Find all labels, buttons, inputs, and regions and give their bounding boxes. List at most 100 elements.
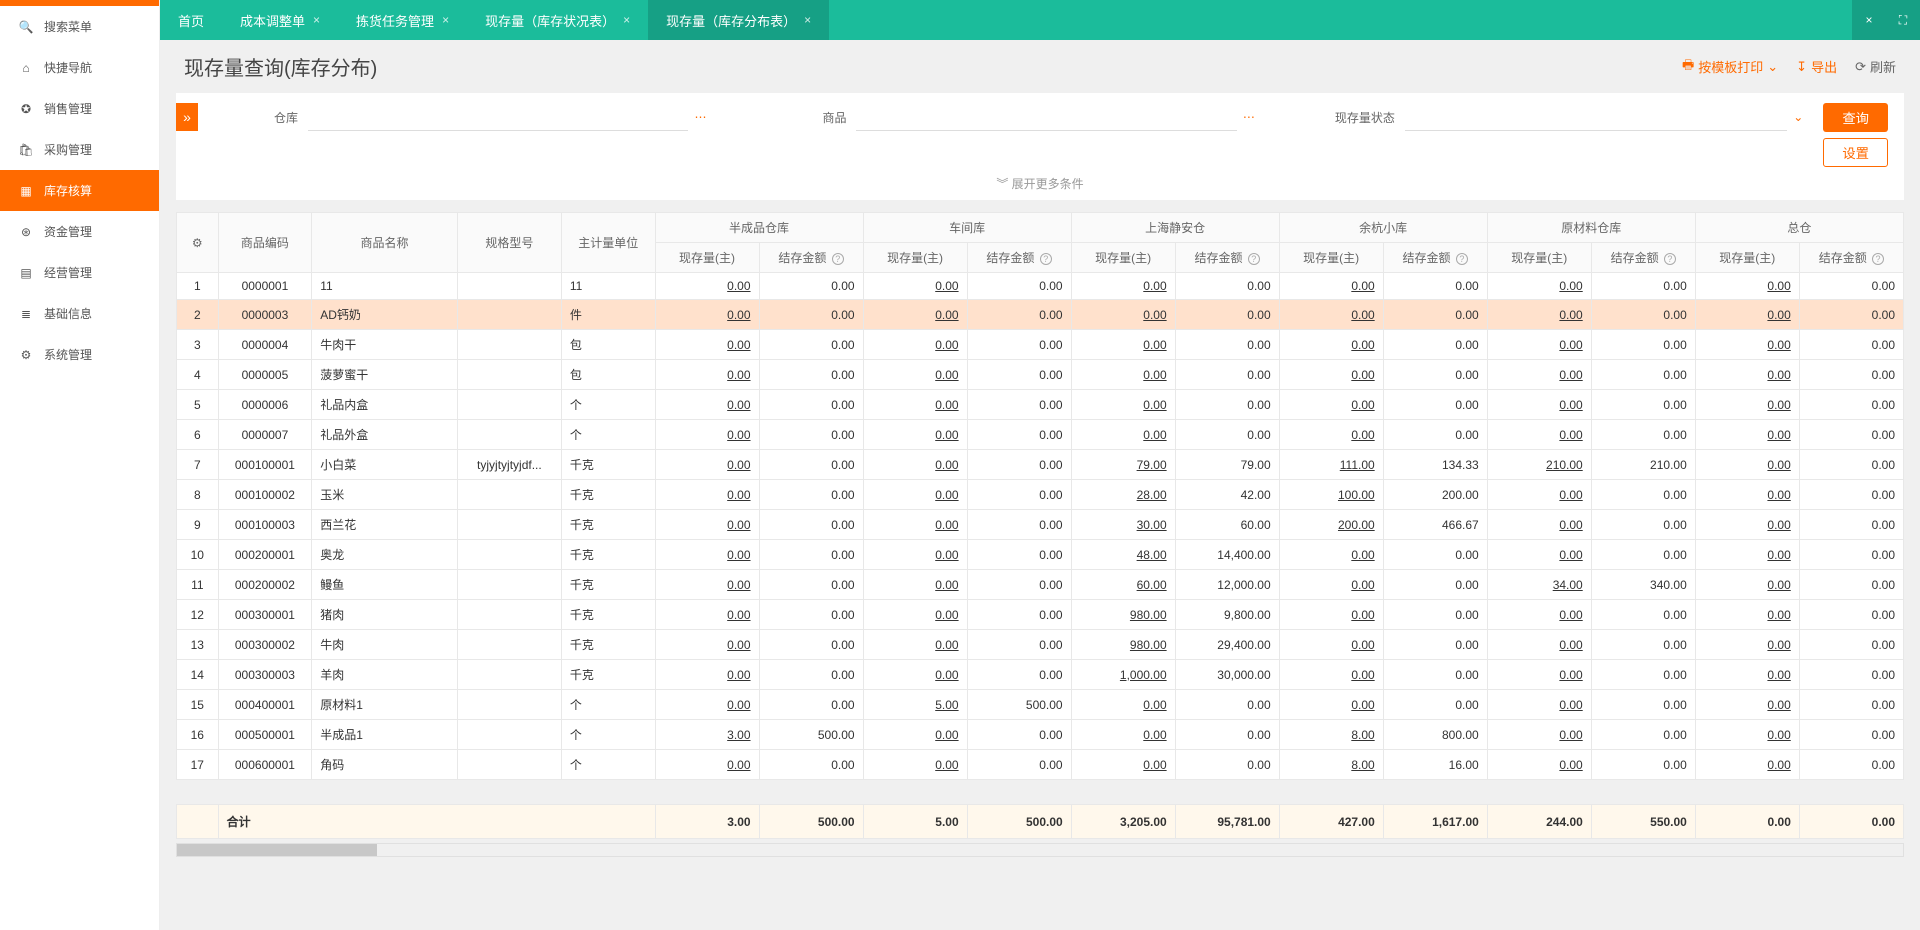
cell-qty[interactable]: 0.00	[863, 600, 967, 630]
cell-qty[interactable]: 0.00	[1695, 300, 1799, 330]
cell-qty[interactable]: 0.00	[1695, 360, 1799, 390]
sidebar-item-gear[interactable]: ⚙系统管理	[0, 334, 159, 375]
cell-qty[interactable]: 0.00	[1071, 360, 1175, 390]
cell-qty[interactable]: 30.00	[1071, 510, 1175, 540]
cell-qty[interactable]: 0.00	[1279, 570, 1383, 600]
cell-qty[interactable]: 0.00	[1071, 390, 1175, 420]
cell-qty[interactable]: 0.00	[863, 720, 967, 750]
tab[interactable]: 首页	[160, 0, 222, 40]
cell-qty[interactable]: 0.00	[655, 420, 759, 450]
product-picker-icon[interactable]: ⋯	[1243, 110, 1255, 124]
cell-qty[interactable]: 0.00	[1487, 720, 1591, 750]
table-row[interactable]: 12000300001猪肉千克0.000.000.000.00980.009,8…	[177, 600, 1904, 630]
cell-qty[interactable]: 0.00	[1071, 720, 1175, 750]
status-input[interactable]	[1405, 103, 1787, 131]
cell-qty[interactable]: 0.00	[655, 480, 759, 510]
table-row[interactable]: 11000200002鳗鱼千克0.000.000.000.0060.0012,0…	[177, 570, 1904, 600]
cell-qty[interactable]: 0.00	[1071, 690, 1175, 720]
cell-qty[interactable]: 48.00	[1071, 540, 1175, 570]
cell-qty[interactable]: 0.00	[1487, 750, 1591, 780]
cell-qty[interactable]: 0.00	[1695, 273, 1799, 300]
cell-qty[interactable]: 0.00	[863, 540, 967, 570]
cell-qty[interactable]: 0.00	[655, 450, 759, 480]
cell-qty[interactable]: 0.00	[863, 273, 967, 300]
cell-qty[interactable]: 60.00	[1071, 570, 1175, 600]
cell-qty[interactable]: 0.00	[1279, 660, 1383, 690]
cell-qty[interactable]: 0.00	[1279, 540, 1383, 570]
sidebar-item-badge[interactable]: ✪销售管理	[0, 88, 159, 129]
cell-qty[interactable]: 980.00	[1071, 630, 1175, 660]
product-input[interactable]	[856, 103, 1236, 131]
cell-qty[interactable]: 100.00	[1279, 480, 1383, 510]
horizontal-scrollbar[interactable]	[176, 843, 1904, 857]
cell-qty[interactable]: 0.00	[1279, 300, 1383, 330]
table-row[interactable]: 8000100002玉米千克0.000.000.000.0028.0042.00…	[177, 480, 1904, 510]
cell-qty[interactable]: 0.00	[1071, 420, 1175, 450]
export-button[interactable]: ↧ 导出	[1796, 57, 1837, 76]
sidebar-item-clipboard[interactable]: ▤经营管理	[0, 252, 159, 293]
cell-qty[interactable]: 34.00	[1487, 570, 1591, 600]
cell-qty[interactable]: 3.00	[655, 720, 759, 750]
cell-qty[interactable]: 0.00	[655, 330, 759, 360]
help-icon[interactable]: ?	[1664, 253, 1676, 265]
close-icon[interactable]: ×	[804, 13, 811, 27]
cell-qty[interactable]: 0.00	[1695, 480, 1799, 510]
cell-qty[interactable]: 0.00	[1695, 720, 1799, 750]
cell-qty[interactable]: 28.00	[1071, 480, 1175, 510]
table-row[interactable]: 7000100001小白菜tyjyjtyjtyjdf...千克0.000.000…	[177, 450, 1904, 480]
cell-qty[interactable]: 0.00	[655, 390, 759, 420]
cell-qty[interactable]: 0.00	[1487, 330, 1591, 360]
help-icon[interactable]: ?	[1248, 253, 1260, 265]
scrollbar-thumb[interactable]	[177, 844, 377, 856]
cell-qty[interactable]: 0.00	[863, 660, 967, 690]
table-row[interactable]: 40000005菠萝蜜干包0.000.000.000.000.000.000.0…	[177, 360, 1904, 390]
table-row[interactable]: 16000500001半成品1个3.00500.000.000.000.000.…	[177, 720, 1904, 750]
expand-filters-button[interactable]: ︾ 展开更多条件	[176, 167, 1904, 200]
cell-qty[interactable]: 0.00	[655, 273, 759, 300]
tab-fullscreen-button[interactable]: ⛶	[1886, 0, 1920, 40]
cell-qty[interactable]: 0.00	[1487, 540, 1591, 570]
tab[interactable]: 现存量（库存分布表）×	[648, 0, 829, 40]
cell-qty[interactable]: 0.00	[863, 630, 967, 660]
close-icon[interactable]: ×	[442, 13, 449, 27]
cell-qty[interactable]: 0.00	[863, 300, 967, 330]
cell-qty[interactable]: 0.00	[1695, 660, 1799, 690]
cell-qty[interactable]: 0.00	[1487, 510, 1591, 540]
cell-qty[interactable]: 0.00	[1487, 390, 1591, 420]
cell-qty[interactable]: 0.00	[863, 390, 967, 420]
cell-qty[interactable]: 0.00	[1695, 540, 1799, 570]
cell-qty[interactable]: 0.00	[1487, 360, 1591, 390]
tab[interactable]: 现存量（库存状况表）×	[467, 0, 648, 40]
refresh-button[interactable]: ⟳ 刷新	[1855, 57, 1896, 76]
cell-qty[interactable]: 0.00	[1695, 570, 1799, 600]
cell-qty[interactable]: 210.00	[1487, 450, 1591, 480]
cell-qty[interactable]: 0.00	[1279, 330, 1383, 360]
cell-qty[interactable]: 79.00	[1071, 450, 1175, 480]
cell-qty[interactable]: 0.00	[863, 750, 967, 780]
sidebar-item-money[interactable]: ⊛资金管理	[0, 211, 159, 252]
cell-qty[interactable]: 0.00	[655, 300, 759, 330]
cell-qty[interactable]: 0.00	[1695, 690, 1799, 720]
cell-qty[interactable]: 0.00	[863, 360, 967, 390]
cell-qty[interactable]: 0.00	[1695, 330, 1799, 360]
table-row[interactable]: 30000004牛肉干包0.000.000.000.000.000.000.00…	[177, 330, 1904, 360]
cell-qty[interactable]: 0.00	[1279, 360, 1383, 390]
cell-qty[interactable]: 5.00	[863, 690, 967, 720]
table-row[interactable]: 13000300002牛肉千克0.000.000.000.00980.0029,…	[177, 630, 1904, 660]
cell-qty[interactable]: 0.00	[863, 330, 967, 360]
cell-qty[interactable]: 980.00	[1071, 600, 1175, 630]
sidebar-item-layers[interactable]: ≣基础信息	[0, 293, 159, 334]
table-row[interactable]: 1000000111110.000.000.000.000.000.000.00…	[177, 273, 1904, 300]
cell-qty[interactable]: 200.00	[1279, 510, 1383, 540]
warehouse-picker-icon[interactable]: ⋯	[694, 110, 706, 124]
tab[interactable]: 成本调整单×	[222, 0, 338, 40]
cell-qty[interactable]: 0.00	[1695, 450, 1799, 480]
cell-qty[interactable]: 0.00	[1487, 480, 1591, 510]
table-row[interactable]: 60000007礼品外盒个0.000.000.000.000.000.000.0…	[177, 420, 1904, 450]
table-row[interactable]: 9000100003西兰花千克0.000.000.000.0030.0060.0…	[177, 510, 1904, 540]
tab[interactable]: 拣货任务管理×	[338, 0, 467, 40]
table-row[interactable]: 20000003AD钙奶件0.000.000.000.000.000.000.0…	[177, 300, 1904, 330]
cell-qty[interactable]: 0.00	[655, 750, 759, 780]
cell-qty[interactable]: 8.00	[1279, 750, 1383, 780]
cell-qty[interactable]: 0.00	[1487, 273, 1591, 300]
